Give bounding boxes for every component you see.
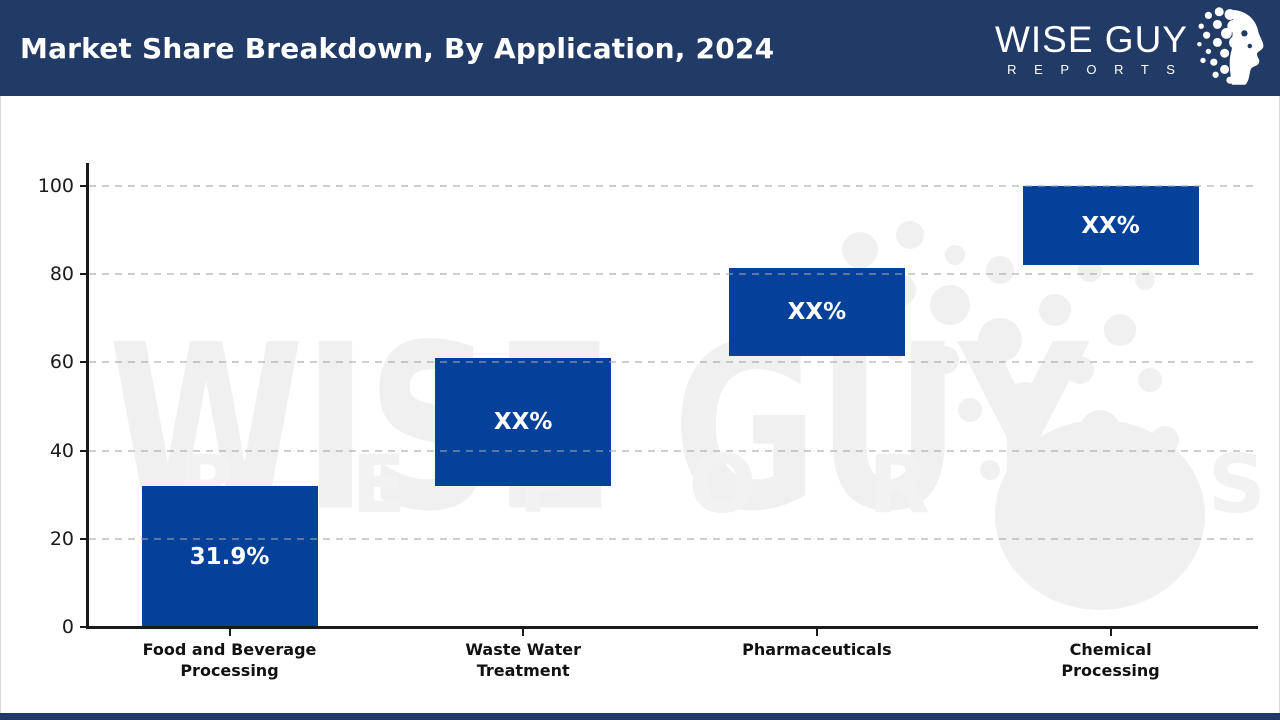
x-tick-mark (228, 628, 231, 636)
bar-value-label: XX% (1081, 212, 1140, 239)
x-category-label: Pharmaceuticals (742, 640, 892, 659)
x-tick-mark (1109, 628, 1112, 636)
bar-segment: XX% (1022, 186, 1199, 266)
gridline-y-100 (89, 185, 1258, 187)
logo-tagline: R E P O R T S (1007, 61, 1182, 77)
bar-segment: 31.9% (141, 486, 318, 627)
x-category-label: Chemical Processing (1061, 640, 1160, 680)
footer-bar (0, 713, 1280, 720)
y-tick-label-80: 80 (49, 263, 74, 286)
y-tick-mark-20 (80, 537, 87, 540)
gridline-y-60 (89, 361, 1258, 364)
y-tick-mark-100 (80, 185, 87, 187)
y-tick-mark-0 (80, 626, 87, 628)
x-category-label: Food and Beverage Processing (142, 640, 317, 680)
y-tick-label-0: 0 (61, 616, 74, 638)
y-tick-mark-80 (80, 273, 87, 276)
x-axis-line (86, 626, 1258, 629)
y-tick-mark-60 (80, 361, 87, 364)
wise-guy-reports-logo: WISE GUY R E P O R T S (995, 3, 1266, 93)
dotted-face-logo-icon (1194, 3, 1266, 93)
bar-value-label: XX% (787, 298, 847, 325)
y-tick-label-60: 60 (49, 351, 74, 374)
gridline-y-80 (89, 273, 1258, 276)
x-tick-mark (522, 628, 525, 636)
gridline-y-40 (89, 449, 1258, 452)
watermark-dotted-face (800, 210, 1220, 614)
y-tick-label-20: 20 (49, 527, 74, 550)
y-tick-label-40: 40 (49, 439, 74, 462)
bar-value-label: XX% (493, 408, 553, 435)
x-tick-mark (815, 628, 818, 636)
bar-segment: XX% (728, 267, 905, 356)
left-edge-border (0, 96, 1, 713)
logo-wordmark: WISE GUY (994, 18, 1188, 60)
header-bar: Market Share Breakdown, By Application, … (0, 0, 1280, 96)
page-title: Market Share Breakdown, By Application, … (20, 31, 775, 65)
x-category-label: Waste Water Treatment (465, 640, 582, 680)
logo-text: WISE GUY R E P O R T S (995, 21, 1188, 76)
y-tick-mark-40 (80, 449, 87, 452)
y-axis-line (86, 163, 89, 628)
y-tick-label-100: 100 (37, 175, 74, 197)
bar-value-label: 31.9% (189, 543, 270, 570)
bar-segment: XX% (435, 357, 612, 486)
gridline-y-20 (89, 537, 1258, 540)
